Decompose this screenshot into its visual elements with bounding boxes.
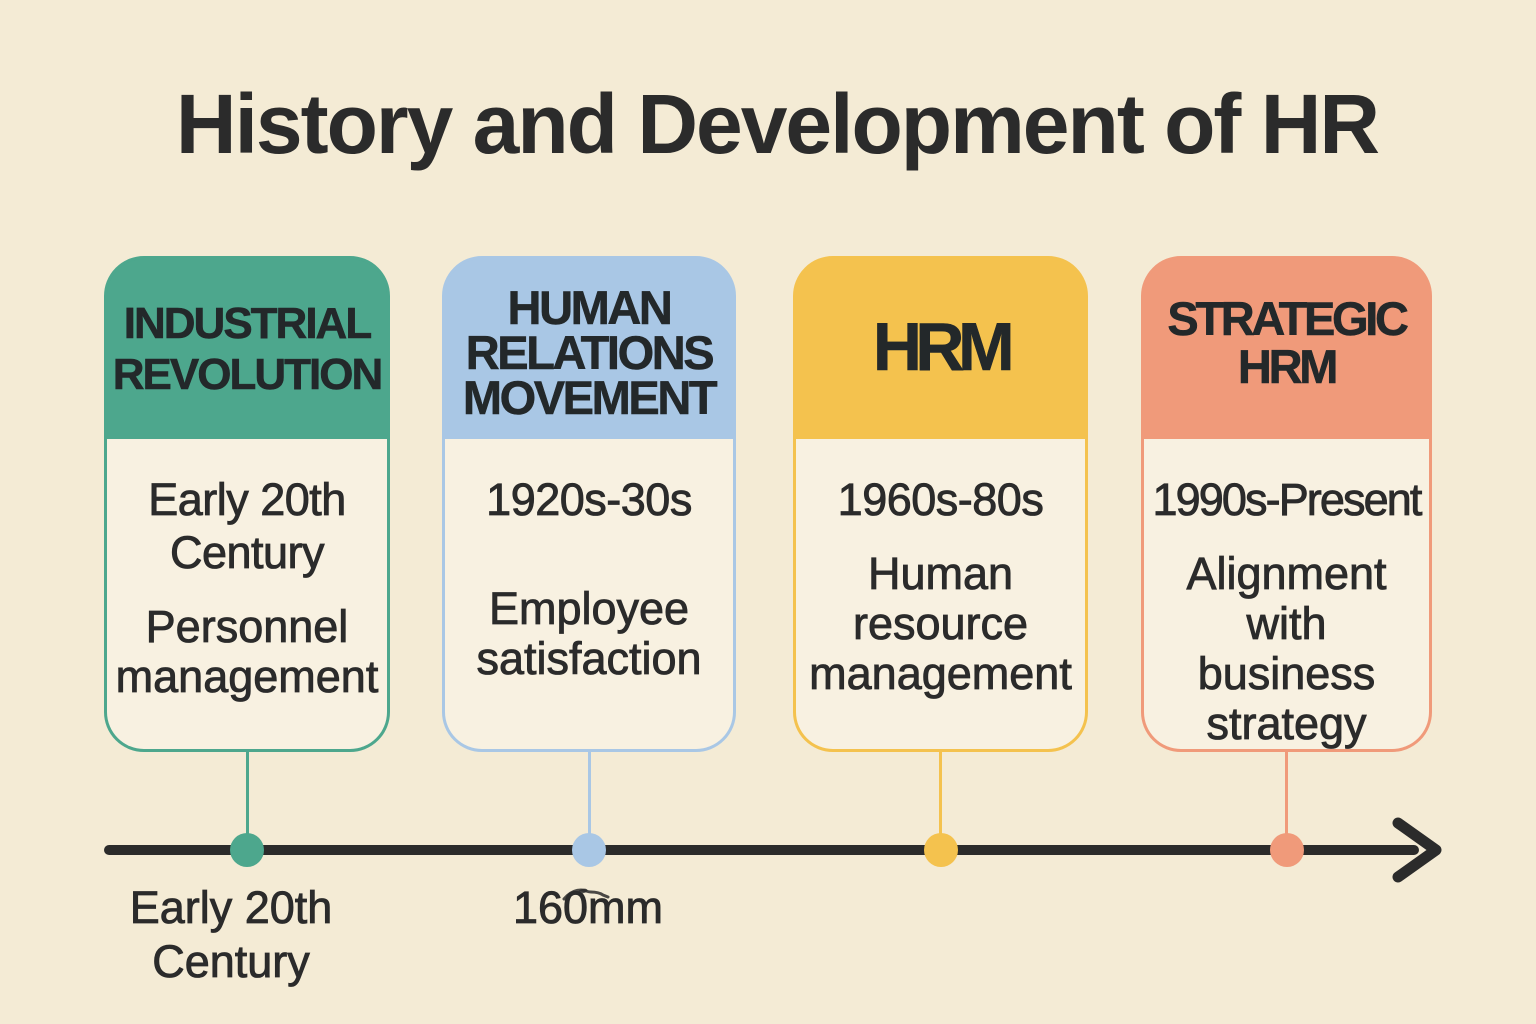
card-period: Early 20th Century xyxy=(148,474,347,579)
card-period: 1990s-Present xyxy=(1152,474,1423,526)
timeline-dot xyxy=(230,833,264,867)
card-description: Personnel management xyxy=(115,601,379,702)
card-strategic-hrm: STRATEGIC HRM 1990s-Present Alignment wi… xyxy=(1141,256,1432,752)
card-human-relations-movement: HUMAN RELATIONS MOVEMENT 1920s-30s Emplo… xyxy=(442,256,736,752)
card-description: Alignment with business strategy xyxy=(1186,548,1387,749)
axis-label-160mm: 160mm xyxy=(512,882,664,934)
card-header: INDUSTRIAL REVOLUTION xyxy=(107,259,387,439)
card-header-label: HRM xyxy=(872,308,1015,385)
card-header: STRATEGIC HRM xyxy=(1144,259,1429,439)
card-description: Human resource management xyxy=(809,548,1073,699)
card-connector-line xyxy=(245,752,249,850)
card-body: 1990s-Present Alignment with business st… xyxy=(1144,439,1429,749)
scribble-blob xyxy=(578,888,588,894)
card-connector-line xyxy=(587,752,591,850)
card-header: HUMAN RELATIONS MOVEMENT xyxy=(445,259,733,439)
card-header: HRM xyxy=(796,259,1085,439)
card-body: 1960s-80s Human resource management xyxy=(796,439,1085,749)
card-body: 1920s-30s Employee satisfaction xyxy=(445,439,733,749)
card-description: Employee satisfaction xyxy=(476,583,702,684)
card-body: Early 20th Century Personnel management xyxy=(107,439,387,749)
page-title: History and Development of HR xyxy=(175,77,1380,171)
card-connector-line xyxy=(939,752,942,850)
card-period: 1920s-30s xyxy=(486,474,693,526)
card-connector-line xyxy=(1285,752,1288,850)
card-hrm: HRM 1960s-80s Human resource management xyxy=(793,256,1088,752)
timeline-dot xyxy=(1269,833,1304,867)
card-header-label: INDUSTRIAL REVOLUTION xyxy=(112,299,383,400)
card-header-label: STRATEGIC HRM xyxy=(1167,292,1409,393)
timeline-arrowhead xyxy=(1392,817,1442,883)
card-header-label: HUMAN RELATIONS MOVEMENT xyxy=(462,280,718,424)
axis-label-early-20th-century: Early 20th Century xyxy=(129,882,333,988)
card-period: 1960s-80s xyxy=(837,474,1044,526)
timeline-dot xyxy=(923,833,958,867)
card-industrial-revolution: INDUSTRIAL REVOLUTION Early 20th Century… xyxy=(104,256,390,752)
timeline-dot xyxy=(572,833,606,867)
